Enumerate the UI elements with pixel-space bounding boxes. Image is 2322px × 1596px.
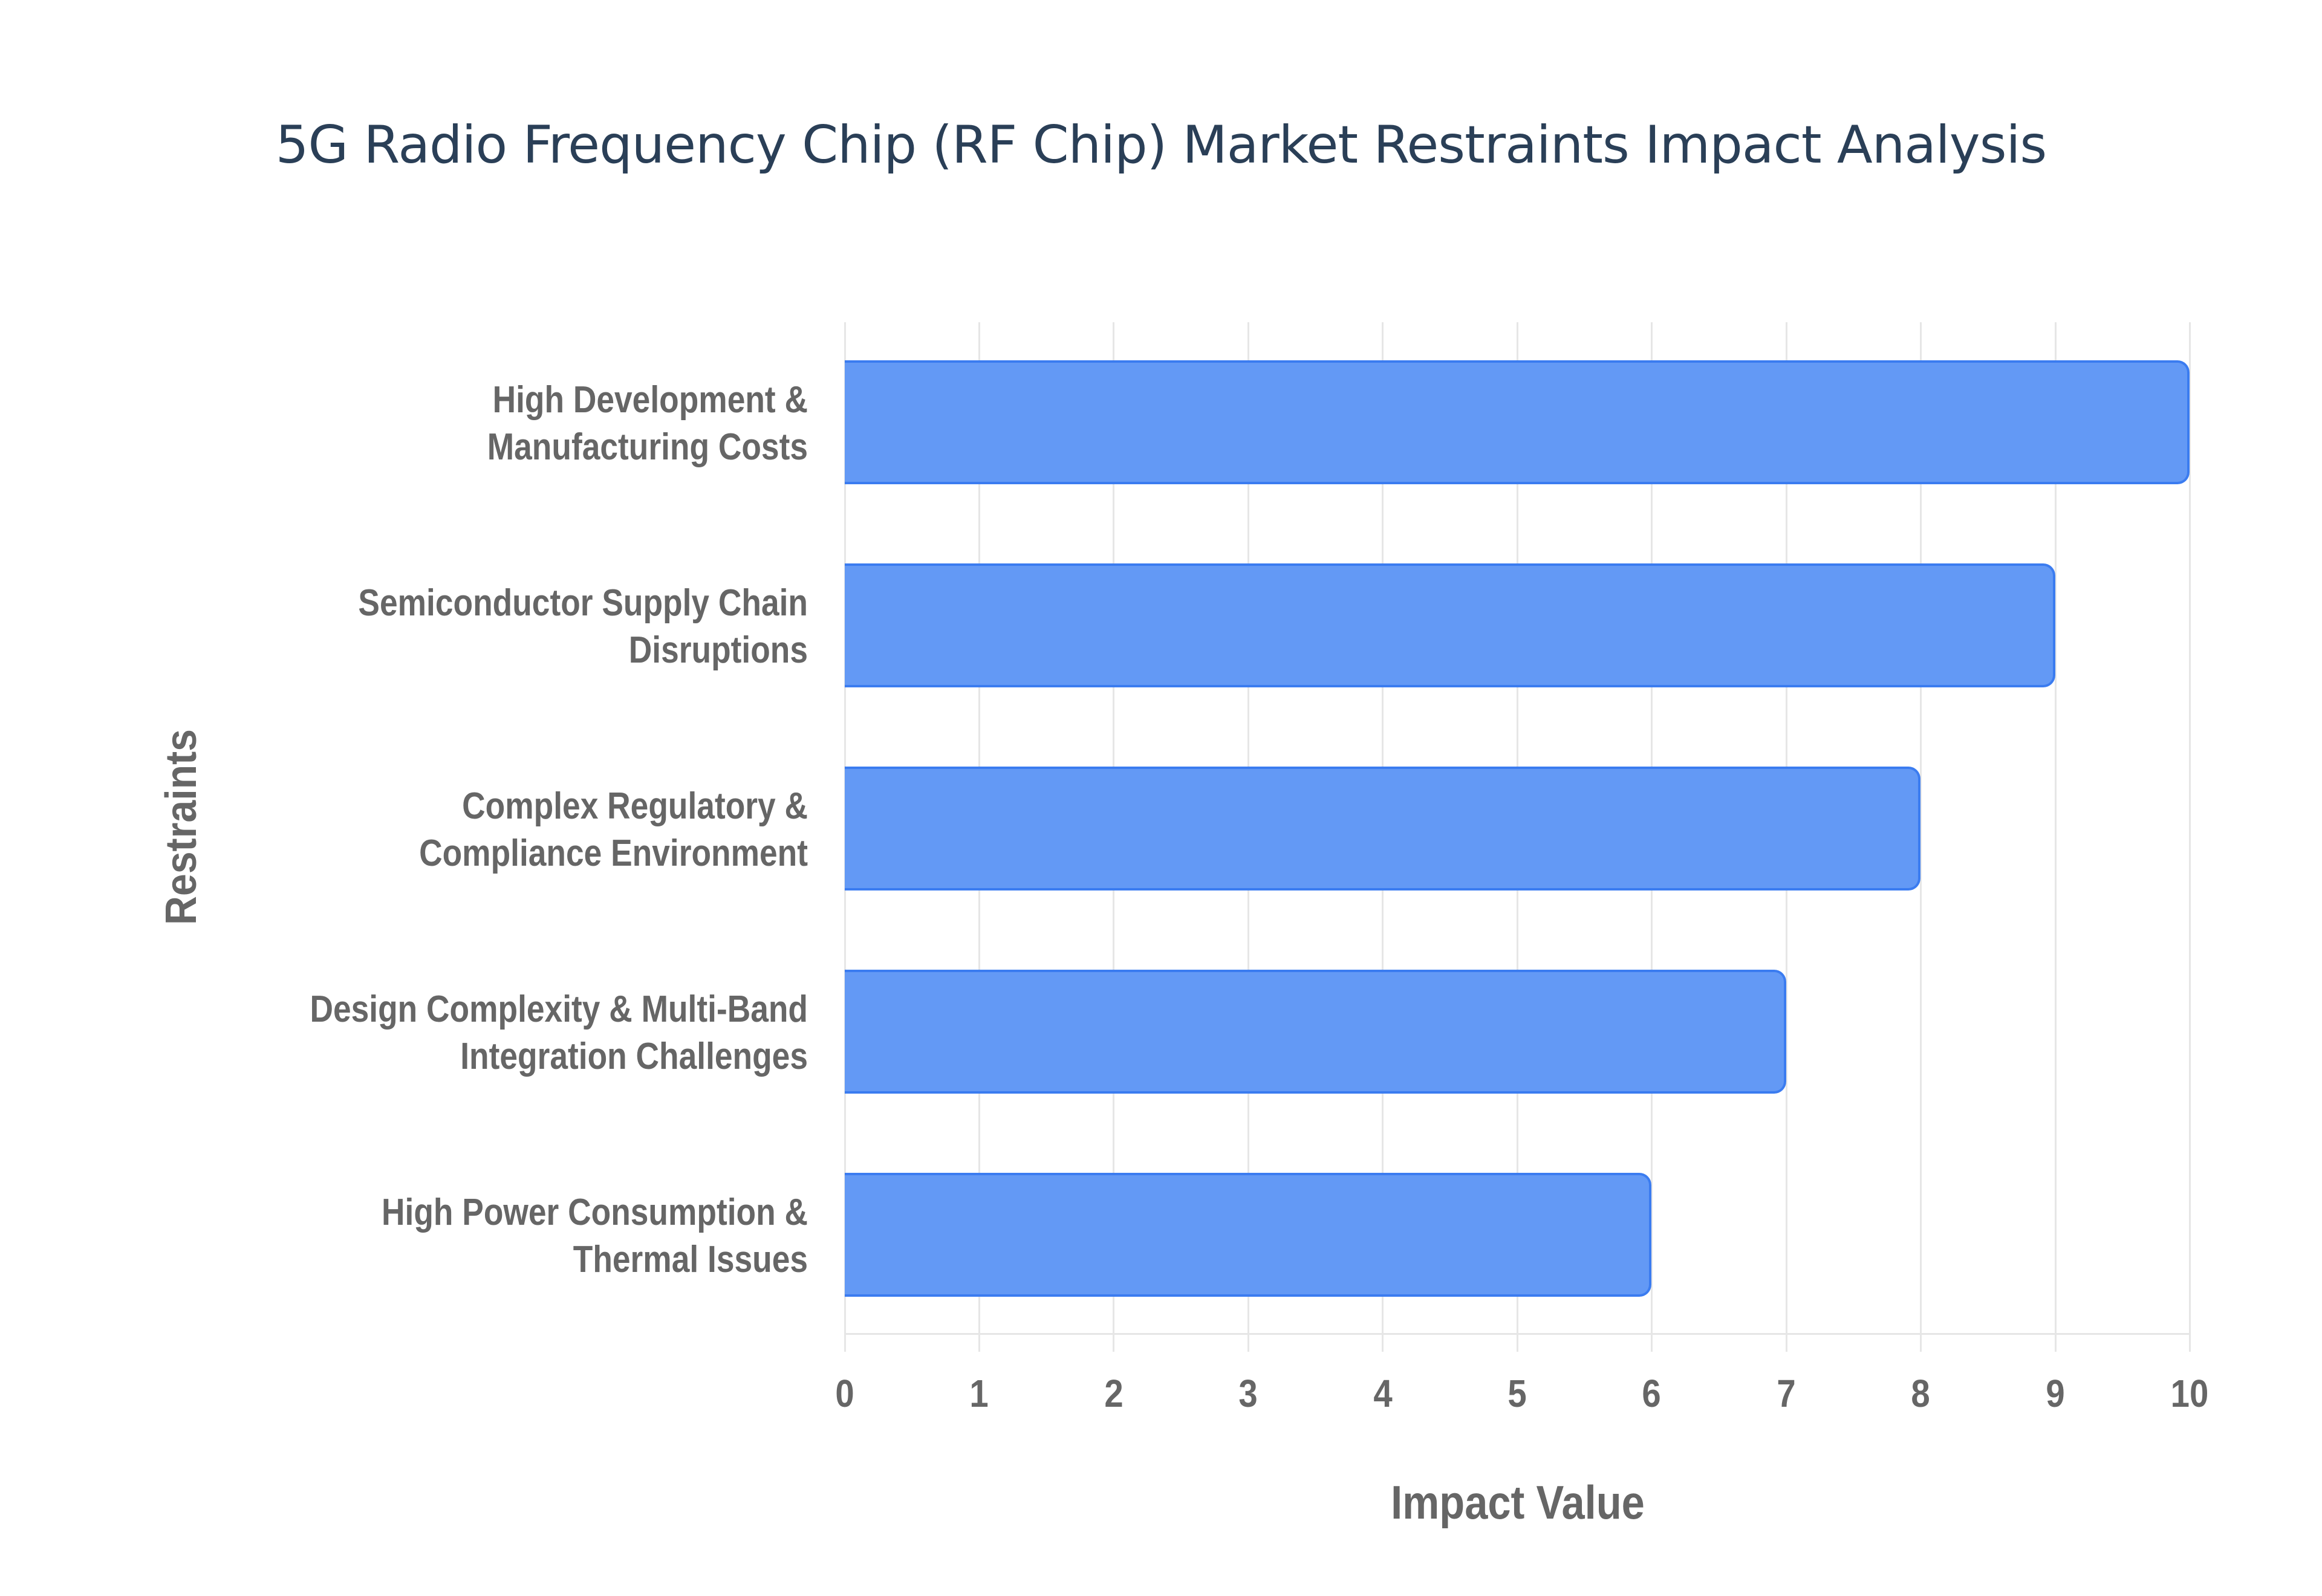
label-line: Design Complexity & Multi-Band xyxy=(310,988,808,1030)
label-line: Compliance Environment xyxy=(419,832,808,874)
x-axis-title: Impact Value xyxy=(1391,1476,1645,1529)
bar-regulatory-compliance[interactable] xyxy=(845,767,1921,890)
label-line: High Development & xyxy=(492,379,808,421)
label-line: Complex Regulatory & xyxy=(462,785,808,827)
label-line: Integration Challenges xyxy=(460,1036,808,1077)
x-tick-label: 6 xyxy=(1642,1372,1661,1415)
x-tick-label: 1 xyxy=(969,1372,989,1415)
bar-high-development-costs[interactable] xyxy=(845,360,2190,484)
label-line: Thermal Issues xyxy=(573,1239,808,1280)
label-line: Manufacturing Costs xyxy=(487,426,808,468)
gridline-9 xyxy=(2055,322,2057,1352)
x-tick-label: 10 xyxy=(2170,1372,2209,1415)
x-tick-label: 0 xyxy=(835,1372,854,1415)
label-line: Disruptions xyxy=(628,629,808,671)
x-tick-label: 7 xyxy=(1777,1372,1796,1415)
gridline-10 xyxy=(2189,322,2191,1352)
y-category-label: Complex Regulatory & Compliance Environm… xyxy=(236,783,808,877)
bar-power-thermal[interactable] xyxy=(845,1173,1652,1297)
x-tick-label: 8 xyxy=(1911,1372,1930,1415)
label-line: Semiconductor Supply Chain xyxy=(358,582,808,624)
x-axis-line xyxy=(845,1333,2191,1335)
plot-area xyxy=(844,322,2191,1352)
y-category-label: High Power Consumption & Thermal Issues xyxy=(236,1189,808,1283)
x-tick-label: 5 xyxy=(1507,1372,1527,1415)
chart-title: 5G Radio Frequency Chip (RF Chip) Market… xyxy=(275,115,2047,175)
x-tick-label: 4 xyxy=(1373,1372,1393,1415)
bar-supply-chain-disruptions[interactable] xyxy=(845,563,2055,687)
y-axis-title: Restraints xyxy=(157,729,206,925)
x-tick-label: 2 xyxy=(1104,1372,1124,1415)
x-tick-label: 9 xyxy=(2046,1372,2065,1415)
label-line: High Power Consumption & xyxy=(382,1192,808,1233)
x-tick-label: 3 xyxy=(1238,1372,1258,1415)
y-category-label: Design Complexity & Multi-Band Integrati… xyxy=(236,986,808,1080)
gridline-8 xyxy=(1920,322,1922,1352)
bar-design-complexity[interactable] xyxy=(845,970,1786,1094)
y-category-label: High Development & Manufacturing Costs xyxy=(236,377,808,471)
y-category-label: Semiconductor Supply Chain Disruptions xyxy=(236,580,808,674)
